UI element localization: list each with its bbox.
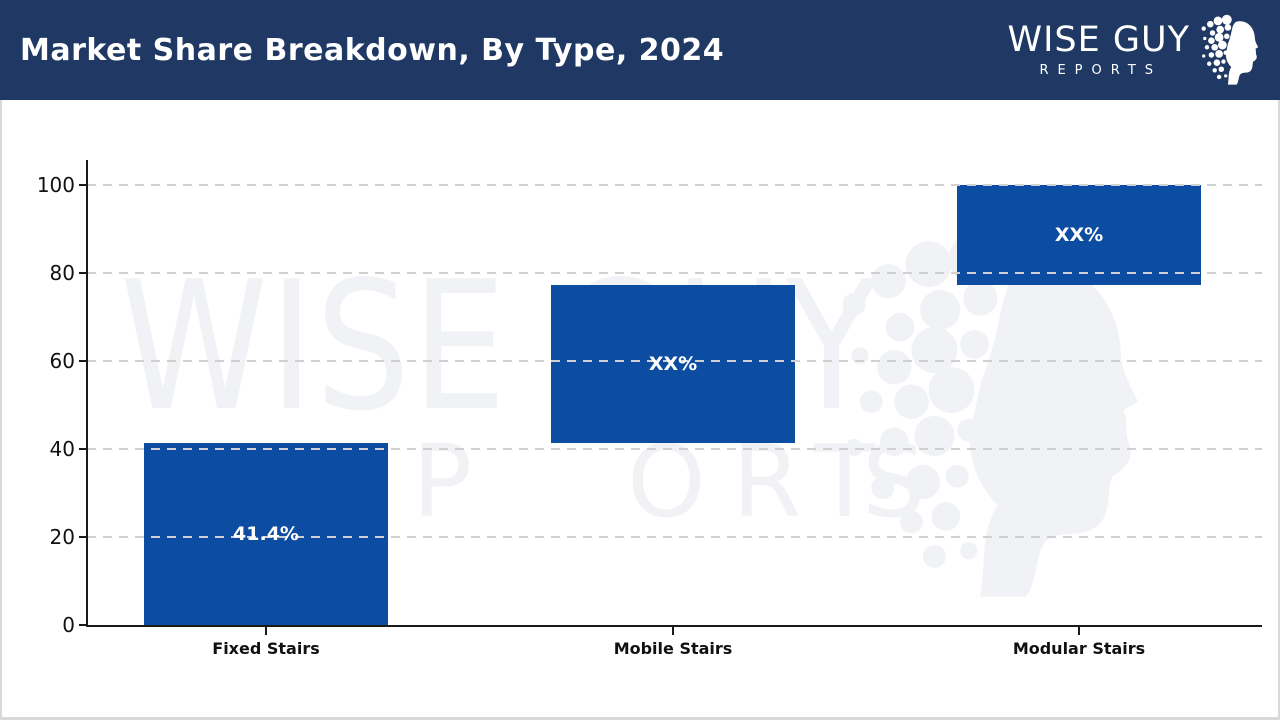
- x-tick-modular-stairs: [1078, 627, 1080, 635]
- bar-value-label-mobile-stairs: XX%: [648, 353, 698, 376]
- y-axis-line: [86, 160, 88, 627]
- y-tick-label-0: 0: [62, 613, 75, 637]
- bar-modular-stairs: [957, 185, 1201, 286]
- category-label-modular-stairs: Modular Stairs: [1012, 639, 1146, 658]
- bar-value-label-modular-stairs: XX%: [1054, 224, 1104, 247]
- bar-mobile-stairs: [551, 285, 795, 443]
- y-tick-100: [79, 184, 87, 186]
- y-tick-label-100: 100: [36, 173, 75, 197]
- y-tick-20: [79, 536, 87, 538]
- y-tick-80: [79, 272, 87, 274]
- y-tick-label-20: 20: [49, 525, 75, 549]
- brand-logo-name: WISE GUY: [1007, 20, 1190, 60]
- page-title: Market Share Breakdown, By Type, 2024: [20, 32, 725, 68]
- y-tick-label-40: 40: [49, 437, 75, 461]
- x-axis-line: [86, 625, 1262, 627]
- chart-plot-area: WISE GUY REPORTS 41.4%XX%XX%020406080100…: [0, 100, 1280, 720]
- bar-fixed-stairs: [144, 442, 388, 625]
- gridline-40: [87, 448, 1262, 450]
- gridline-80: [87, 272, 1262, 274]
- y-tick-label-80: 80: [49, 261, 75, 285]
- gridline-100: [87, 184, 1262, 186]
- y-tick-0: [79, 624, 87, 626]
- y-tick-40: [79, 448, 87, 450]
- x-tick-fixed-stairs: [265, 627, 267, 635]
- watermark-letter-r-4: R: [732, 423, 802, 540]
- category-label-fixed-stairs: Fixed Stairs: [212, 639, 320, 658]
- bar-value-label-fixed-stairs: 41.4%: [233, 522, 299, 545]
- brand-logo-subtitle: REPORTS: [1039, 63, 1163, 78]
- brand-logo: WISE GUY REPORTS: [1007, 14, 1262, 86]
- brand-logo-text: WISE GUY REPORTS: [1007, 20, 1190, 78]
- gridline-20: [87, 536, 1262, 538]
- category-label-mobile-stairs: Mobile Stairs: [613, 639, 733, 658]
- watermark-letter-p-2: P: [412, 423, 473, 540]
- y-tick-60: [79, 360, 87, 362]
- gridline-60: [87, 360, 1262, 362]
- y-tick-label-60: 60: [49, 349, 75, 373]
- wise-guy-face-icon: [1201, 14, 1259, 85]
- x-tick-mobile-stairs: [672, 627, 674, 635]
- watermark-letter-o-3: O: [627, 423, 706, 540]
- header-bar: Market Share Breakdown, By Type, 2024 WI…: [0, 0, 1280, 100]
